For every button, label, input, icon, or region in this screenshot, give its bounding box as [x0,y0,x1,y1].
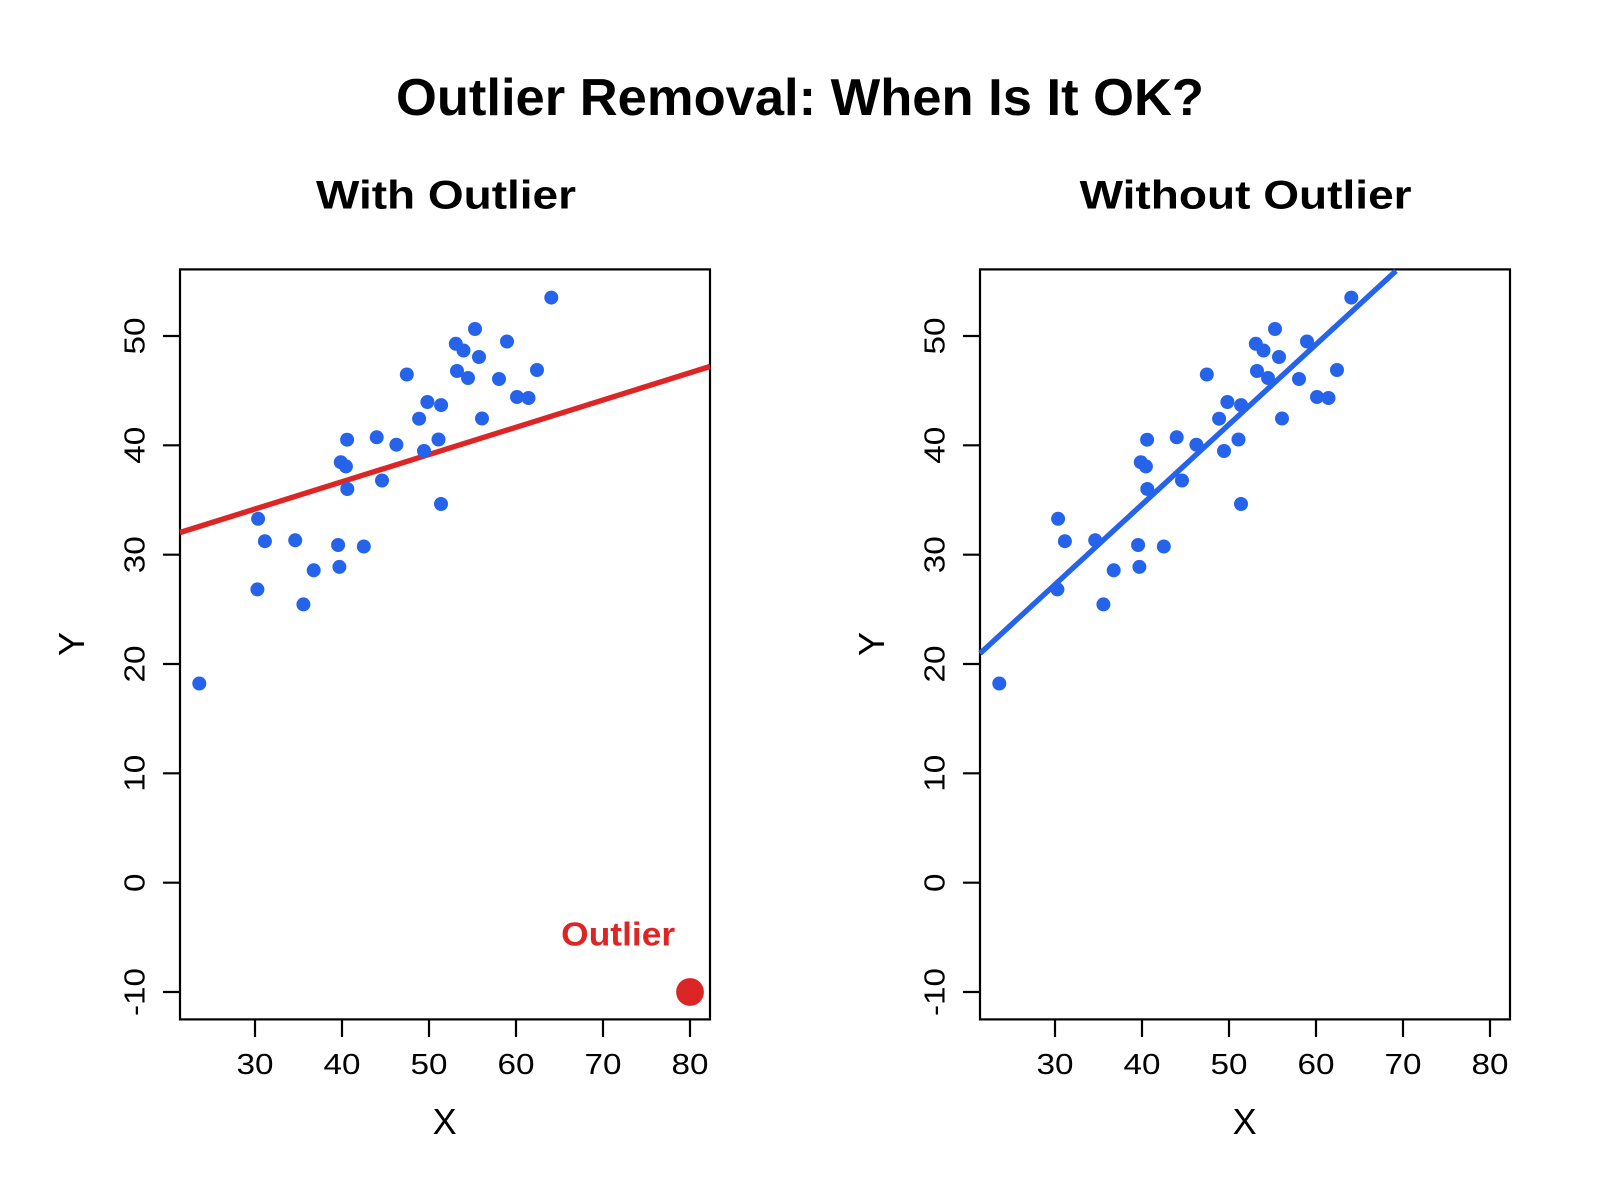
svg-text:30: 30 [120,536,152,573]
svg-text:Y: Y [851,632,892,656]
svg-text:40: 40 [920,427,952,464]
svg-text:40: 40 [324,1049,361,1081]
svg-text:70: 70 [1385,1049,1422,1081]
svg-text:40: 40 [1124,1049,1161,1081]
svg-text:X: X [433,1101,457,1142]
svg-text:50: 50 [1211,1049,1248,1081]
svg-text:30: 30 [920,536,952,573]
svg-text:60: 60 [498,1049,535,1081]
svg-text:Outlier: Outlier [561,916,675,953]
svg-text:50: 50 [120,318,152,355]
svg-text:20: 20 [920,646,952,683]
svg-text:10: 10 [920,755,952,792]
svg-text:-10: -10 [120,968,152,1016]
svg-text:30: 30 [1037,1049,1074,1081]
svg-text:30: 30 [237,1049,274,1081]
svg-text:50: 50 [411,1049,448,1081]
svg-text:Without Outlier: Without Outlier [1080,174,1412,218]
svg-text:X: X [1233,1101,1257,1142]
svg-text:60: 60 [1298,1049,1335,1081]
svg-text:10: 10 [120,755,152,792]
svg-text:80: 80 [1472,1049,1509,1081]
svg-text:40: 40 [120,427,152,464]
svg-text:0: 0 [120,873,152,892]
svg-text:0: 0 [920,873,952,892]
svg-text:With Outlier: With Outlier [316,174,576,218]
svg-text:Outlier Removal: When Is It OK: Outlier Removal: When Is It OK? [396,69,1204,127]
svg-text:-10: -10 [920,968,952,1016]
svg-text:Y: Y [51,632,92,656]
svg-text:20: 20 [120,646,152,683]
svg-text:80: 80 [672,1049,709,1081]
svg-text:50: 50 [920,318,952,355]
svg-text:70: 70 [585,1049,622,1081]
